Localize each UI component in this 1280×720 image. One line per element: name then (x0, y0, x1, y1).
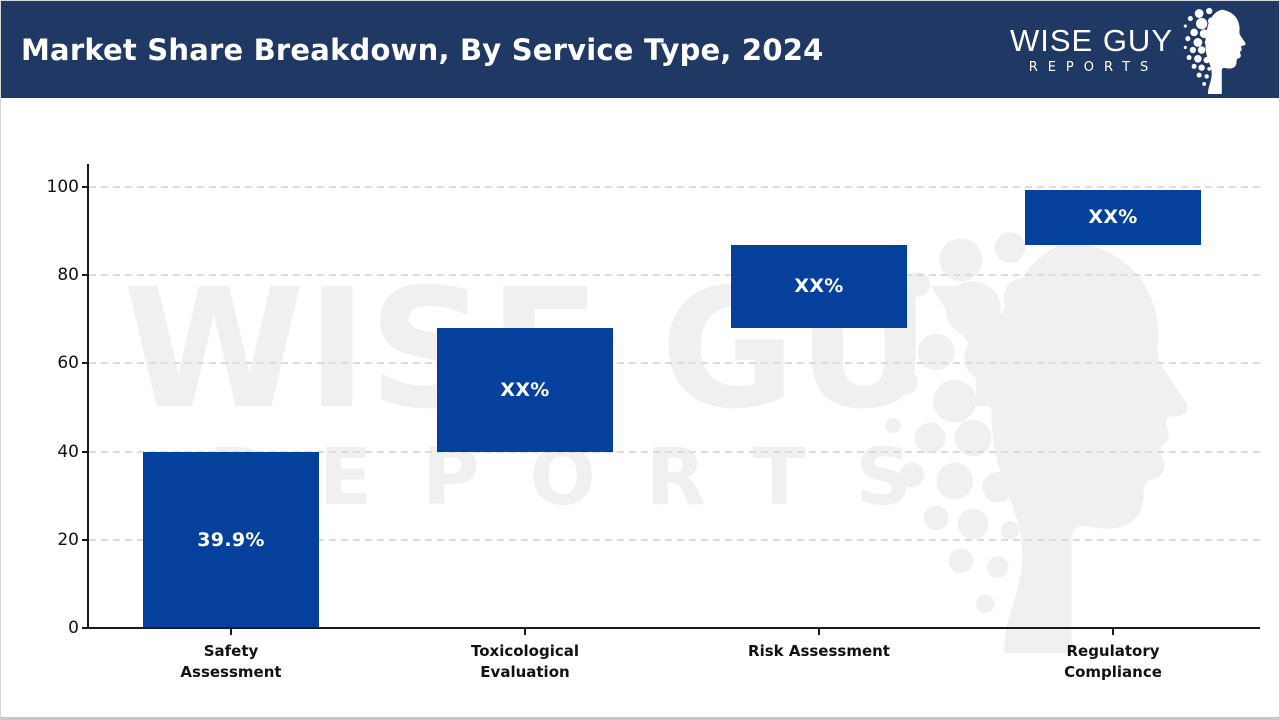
x-axis-line (87, 627, 1260, 629)
wise-guy-reports-logo: WISE GUY REPORTS (1010, 6, 1259, 94)
x-axis-label-toxicological-evaluation: Toxicological Evaluation (470, 642, 580, 681)
gridline-20 (89, 538, 1260, 541)
bar-value-label-safety-assessment: 39.9% (197, 529, 265, 551)
x-tick-mark-risk-assessment (818, 628, 820, 635)
y-tick-label-20: 20 (57, 529, 79, 550)
logo-text: WISE GUY REPORTS (1010, 25, 1173, 74)
bar-value-label-risk-assessment: XX% (794, 275, 844, 298)
gridline-80 (89, 274, 1260, 277)
watermark-head-icon (885, 232, 1188, 653)
logo-brand-name: WISE GUY (1009, 23, 1173, 58)
bar-safety-assessment: 39.9% (143, 452, 319, 628)
y-tick-mark-0 (82, 627, 89, 629)
bar-value-label-regulatory-compliance: XX% (1088, 206, 1138, 229)
logo-tagline: REPORTS (1028, 60, 1159, 75)
gridline-40 (89, 450, 1260, 453)
header-bar: Market Share Breakdown, By Service Type,… (1, 1, 1279, 98)
y-tick-label-100: 100 (46, 177, 79, 197)
y-tick-mark-40 (82, 450, 89, 453)
bar-value-label-toxicological-evaluation: XX% (500, 379, 550, 402)
y-tick-mark-60 (82, 362, 89, 365)
gridline-100 (89, 186, 1260, 188)
bar-toxicological-evaluation: XX% (437, 328, 613, 453)
y-tick-mark-100 (82, 186, 89, 188)
logo-head-icon (1183, 7, 1246, 94)
page-title: Market Share Breakdown, By Service Type,… (21, 32, 824, 67)
y-tick-label-40: 40 (57, 441, 79, 462)
bar-regulatory-compliance: XX% (1025, 189, 1201, 245)
x-axis-label-regulatory-compliance: Regulatory Compliance (1064, 642, 1162, 681)
x-tick-mark-safety-assessment (230, 628, 232, 635)
gridline-60 (89, 362, 1260, 365)
y-tick-label-0: 0 (68, 618, 79, 638)
y-tick-label-60: 60 (57, 353, 79, 374)
x-axis-label-safety-assessment: Safety Assessment (180, 642, 282, 681)
x-axis-label-risk-assessment: Risk Assessment (748, 642, 890, 660)
x-tick-mark-regulatory-compliance (1112, 628, 1114, 635)
bar-risk-assessment: XX% (731, 244, 907, 329)
y-axis-line (87, 164, 89, 629)
y-tick-mark-20 (82, 538, 89, 541)
x-tick-mark-toxicological-evaluation (524, 628, 526, 635)
y-tick-mark-80 (82, 274, 89, 277)
y-tick-label-80: 80 (57, 265, 79, 286)
